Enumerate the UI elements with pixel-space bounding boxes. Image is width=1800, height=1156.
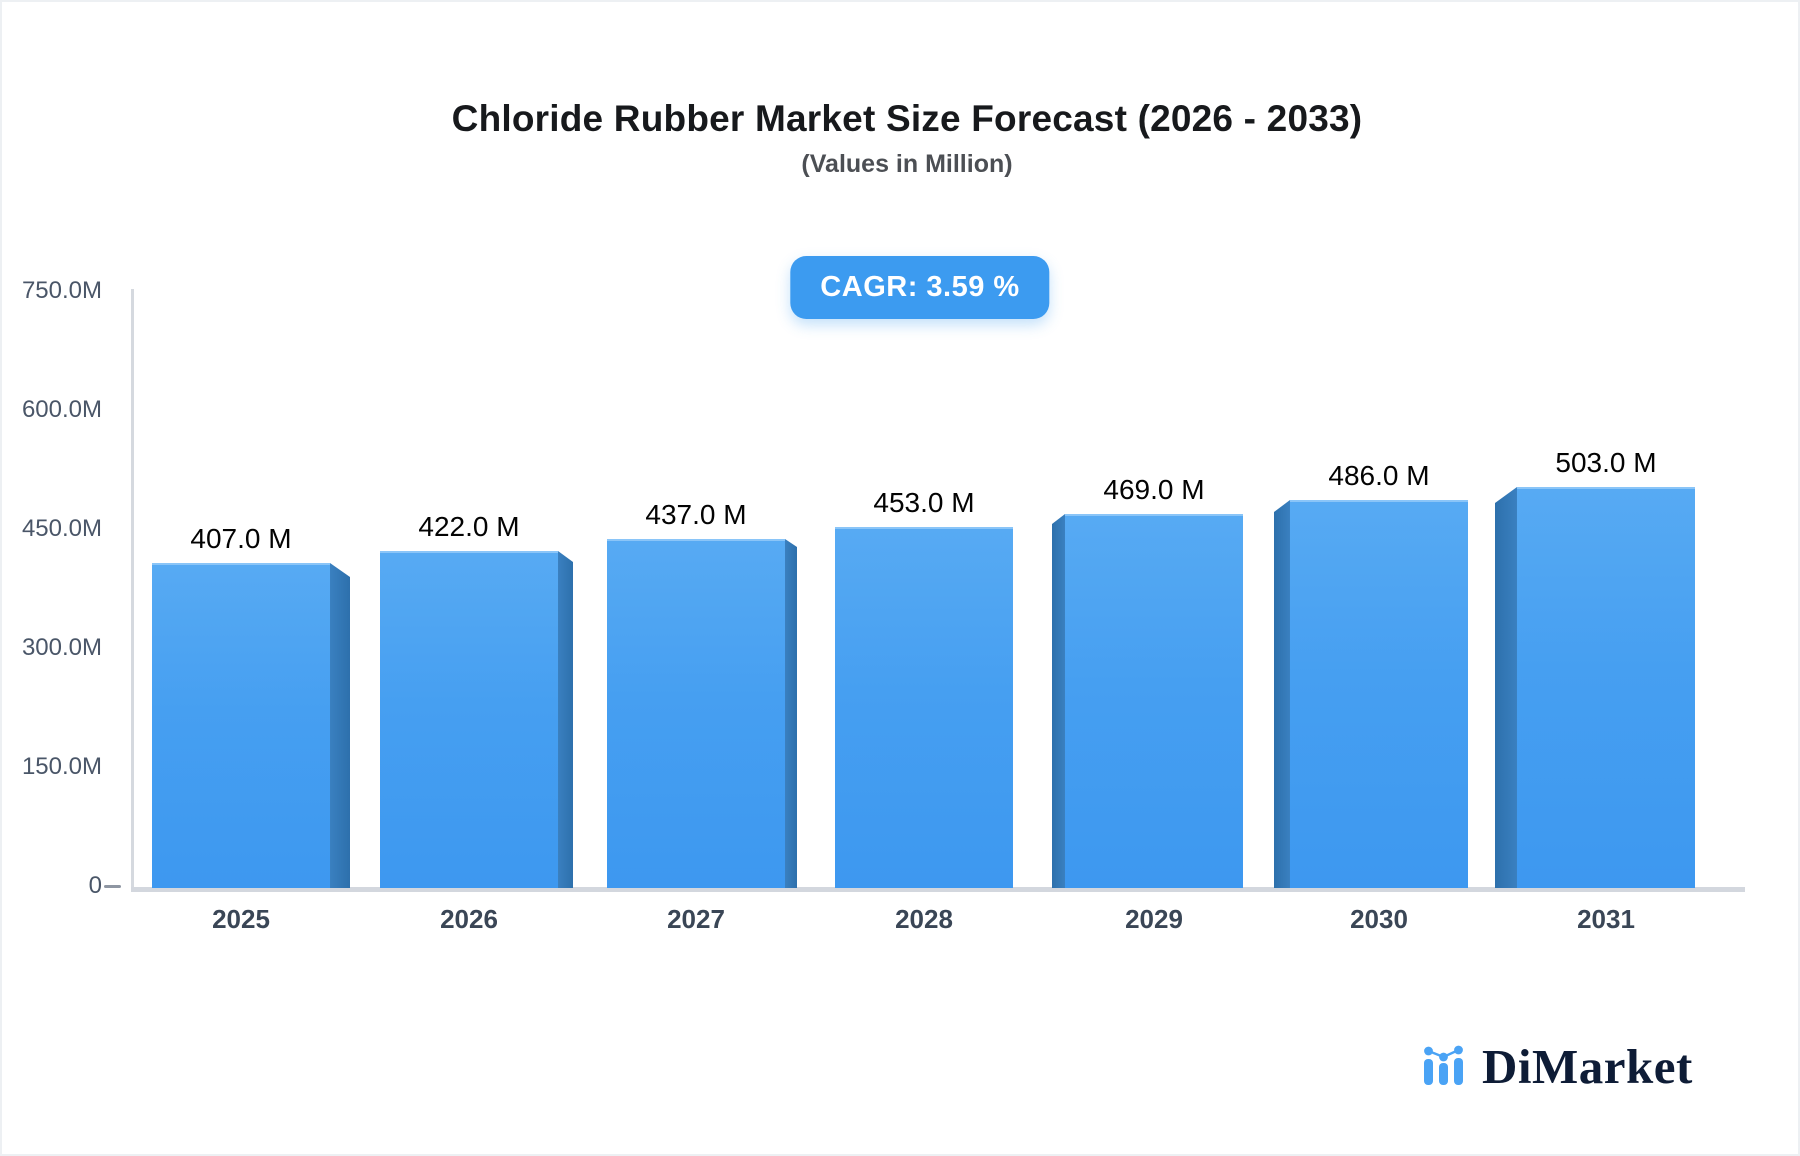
- brand-name: DiMarket: [1482, 1039, 1693, 1094]
- x-tick-label-2026: 2026: [440, 904, 498, 934]
- bar-2027: [607, 539, 785, 888]
- y-tick-label-150.0M: 150.0M: [21, 753, 102, 780]
- bar-2028: [835, 527, 1013, 888]
- zero-tick-dash: [104, 885, 121, 888]
- bar-value-label-2027: 437.0 M: [645, 499, 747, 530]
- x-tick-label-2030: 2030: [1350, 904, 1408, 934]
- bar-2025: [152, 563, 330, 888]
- bar-value-label-2028: 453.0 M: [873, 487, 975, 518]
- bar-value-label-2030: 486.0 M: [1328, 460, 1430, 491]
- y-axis-line: [131, 289, 134, 891]
- bar-chart-logo-icon: [1424, 1045, 1463, 1085]
- bar-2026: [380, 551, 558, 888]
- y-tick-label-0: 0: [88, 872, 102, 899]
- y-tick-label-600.0M: 600.0M: [21, 396, 102, 423]
- bar-side-face-2026: [558, 551, 573, 888]
- y-tick-label-450.0M: 450.0M: [21, 515, 102, 542]
- x-tick-label-2025: 2025: [212, 904, 270, 934]
- x-tick-label-2029: 2029: [1125, 904, 1183, 934]
- x-tick-label-2028: 2028: [895, 904, 953, 934]
- x-axis-baseline: [131, 887, 1745, 892]
- bar-side-face-2027: [785, 539, 797, 888]
- bar-2029: [1065, 514, 1243, 888]
- chart-title: Chloride Rubber Market Size Forecast (20…: [451, 98, 1363, 139]
- bar-side-face-2025: [330, 563, 350, 888]
- bar-value-label-2025: 407.0 M: [190, 523, 292, 554]
- y-tick-label-300.0M: 300.0M: [21, 634, 102, 661]
- brand-watermark: DiMarket: [1422, 1042, 1693, 1091]
- bar-side-face-2030: [1274, 500, 1290, 888]
- bar-2030: [1290, 500, 1468, 888]
- bar-side-face-2029: [1052, 514, 1065, 888]
- bar-2031: [1517, 487, 1695, 888]
- x-tick-label-2027: 2027: [667, 904, 725, 934]
- y-tick-label-750.0M: 750.0M: [21, 277, 102, 304]
- bar-side-face-2031: [1495, 487, 1517, 888]
- bar-value-label-2029: 469.0 M: [1103, 474, 1205, 505]
- cagr-badge: CAGR: 3.59 %: [790, 256, 1050, 319]
- chart-subtitle: (Values in Million): [801, 150, 1013, 178]
- bar-value-label-2026: 422.0 M: [418, 511, 520, 542]
- x-tick-label-2031: 2031: [1577, 904, 1635, 934]
- bar-value-label-2031: 503.0 M: [1555, 447, 1657, 478]
